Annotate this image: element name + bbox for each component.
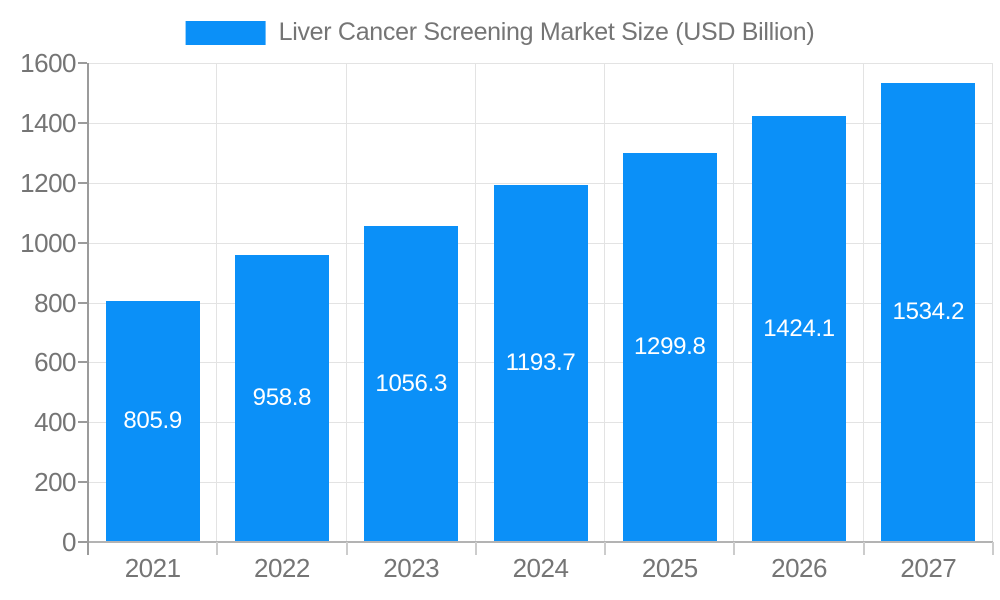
gridline-vertical [733, 63, 734, 542]
y-tick-mark [78, 62, 87, 64]
bar-value-label: 1299.8 [633, 333, 706, 361]
gridline-vertical [346, 63, 347, 542]
bar[interactable]: 958.8 [234, 254, 329, 542]
gridline-vertical [216, 63, 217, 542]
x-tick-label: 2025 [641, 553, 698, 583]
y-tick-label: 1600 [20, 48, 76, 78]
bar-value-label: 1193.7 [505, 349, 576, 377]
y-tick-mark [78, 121, 87, 124]
x-tick-label: 2023 [383, 553, 440, 583]
x-tick-mark [87, 542, 89, 555]
y-axis-line [87, 63, 89, 554]
bar[interactable]: 1299.8 [622, 152, 717, 542]
legend[interactable]: Liver Cancer Screening Market Size (USD … [185, 18, 815, 47]
y-tick-label: 1000 [20, 227, 76, 258]
bar-value-label: 805.9 [123, 407, 182, 435]
bar[interactable]: 1534.2 [881, 82, 976, 542]
plot-area: 805.9 958.8 1056.3 1193.7 1299.8 1424.1 1534.2 [87, 63, 993, 554]
y-tick-mark [78, 541, 87, 543]
y-tick-label: 400 [34, 407, 76, 438]
x-tick-label: 2026 [771, 553, 827, 583]
y-tick-label: 0 [62, 527, 76, 557]
legend-label: Liver Cancer Screening Market Size (USD … [278, 18, 815, 46]
bar[interactable]: 1424.1 [752, 115, 847, 542]
x-tick-mark [475, 542, 477, 555]
y-tick-label: 1400 [20, 107, 76, 138]
gridline-vertical [863, 63, 864, 542]
bar[interactable]: 1056.3 [364, 225, 459, 542]
y-tick-mark [78, 301, 87, 304]
y-tick-mark [78, 181, 87, 184]
bar-value-label: 1424.1 [763, 314, 835, 342]
x-tick-label: 2022 [254, 553, 310, 583]
x-tick-mark [863, 542, 865, 555]
y-tick-mark [78, 241, 87, 244]
y-tick-label: 1200 [20, 167, 76, 198]
bar[interactable]: 1193.7 [493, 184, 588, 542]
y-tick-label: 800 [34, 287, 76, 318]
gridline-vertical [992, 63, 993, 542]
x-tick-mark [992, 542, 994, 555]
y-tick-label: 600 [34, 347, 76, 378]
gridline-horizontal [88, 63, 993, 64]
x-tick-mark [216, 542, 218, 555]
gridline-horizontal [88, 122, 993, 124]
x-tick-mark [346, 542, 348, 555]
bar-value-label: 1534.2 [892, 298, 965, 326]
bar-value-label: 958.8 [252, 384, 312, 412]
legend-swatch [185, 20, 266, 45]
y-tick-mark [78, 421, 87, 424]
gridline-horizontal [88, 182, 993, 184]
y-tick-mark [78, 361, 87, 364]
x-axis-line [88, 541, 993, 543]
x-tick-label: 2021 [124, 553, 181, 583]
y-tick-label: 200 [34, 467, 76, 498]
x-tick-label: 2024 [512, 553, 569, 583]
bar-value-label: 1056.3 [375, 369, 447, 397]
gridline-vertical [604, 63, 605, 542]
y-tick-mark [78, 481, 87, 484]
bar[interactable]: 805.9 [105, 300, 200, 542]
x-tick-mark [604, 542, 606, 555]
x-tick-mark [733, 542, 735, 555]
x-tick-label: 2027 [900, 553, 957, 583]
gridline-vertical [475, 63, 476, 542]
